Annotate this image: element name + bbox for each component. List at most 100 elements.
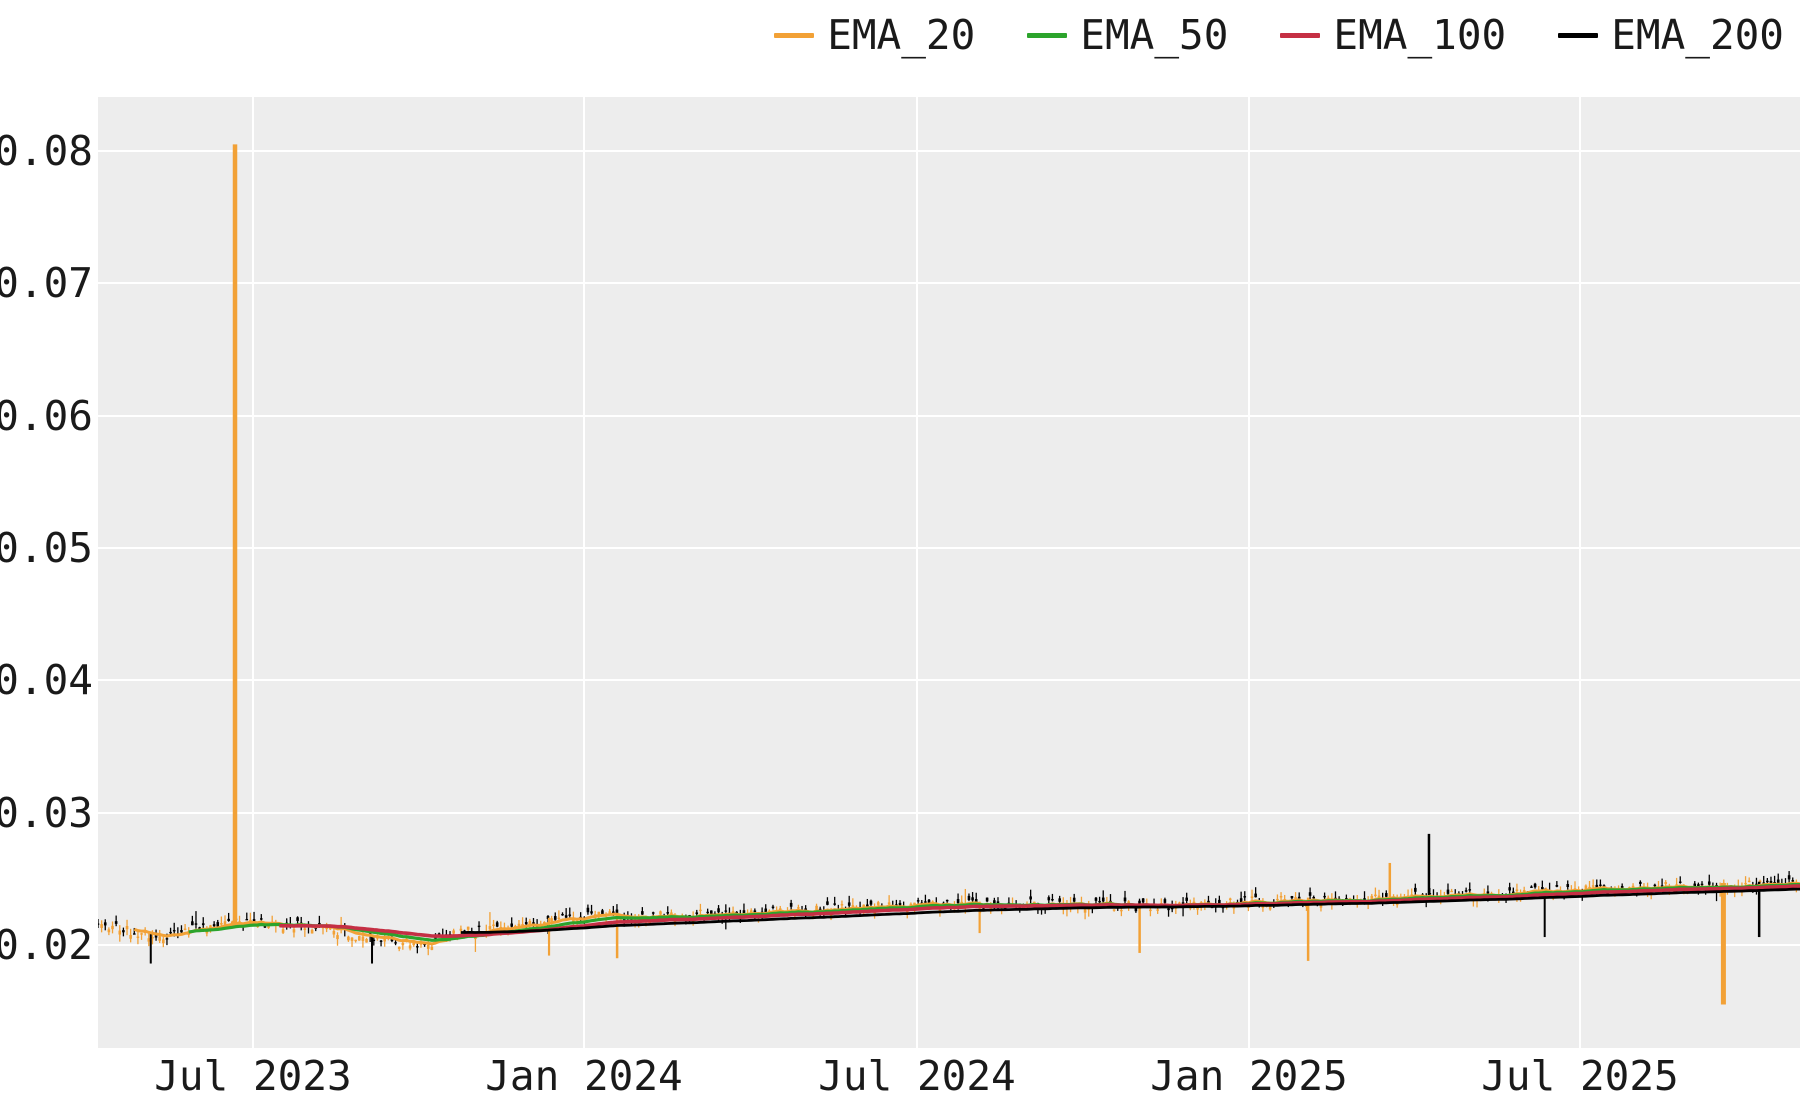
candle-body bbox=[1297, 896, 1301, 899]
candle-body bbox=[354, 939, 357, 942]
candle-body bbox=[1308, 892, 1312, 896]
candle-body bbox=[1178, 902, 1181, 904]
candle-body bbox=[1599, 884, 1602, 886]
plot-layer bbox=[98, 97, 1800, 1048]
candle-body bbox=[328, 927, 332, 930]
candle-body bbox=[100, 924, 103, 928]
candle-body bbox=[753, 910, 757, 914]
candle-body bbox=[1512, 891, 1515, 894]
candle-body bbox=[771, 906, 775, 908]
candle-body bbox=[1464, 890, 1468, 892]
candle-body bbox=[477, 925, 481, 928]
candle-body bbox=[125, 925, 129, 930]
x-tick-label: Jul 2025 bbox=[1481, 1052, 1678, 1100]
candle-body bbox=[528, 921, 532, 926]
candle-body bbox=[1762, 882, 1766, 884]
legend-item-ema-100: EMA_100 bbox=[1280, 11, 1506, 59]
candle-body bbox=[1678, 881, 1682, 883]
y-tick-label: 0.06 bbox=[0, 392, 93, 440]
candle-body bbox=[1377, 895, 1381, 899]
candle-body bbox=[1185, 897, 1188, 901]
candle-body bbox=[401, 942, 405, 946]
candle-body bbox=[201, 923, 205, 926]
candle-body bbox=[98, 923, 100, 925]
candle-body bbox=[212, 924, 216, 927]
candle-body bbox=[742, 910, 746, 914]
candle-body bbox=[564, 915, 568, 918]
candle-body bbox=[615, 909, 619, 915]
candle-body bbox=[659, 911, 662, 915]
candle-body bbox=[1664, 881, 1668, 884]
candle-body bbox=[996, 901, 1000, 904]
candle-body bbox=[1123, 897, 1127, 902]
candle-body bbox=[749, 910, 753, 914]
candle-body bbox=[383, 938, 386, 942]
candle-body bbox=[416, 946, 419, 948]
candle-body bbox=[379, 940, 383, 942]
candle-body bbox=[1791, 880, 1795, 882]
legend-label-ema-20: EMA_20 bbox=[827, 11, 976, 59]
candle-body bbox=[147, 938, 151, 942]
candle-body bbox=[325, 927, 328, 930]
candle-body bbox=[1584, 885, 1588, 890]
candle-body bbox=[1758, 880, 1762, 883]
candle-body bbox=[1653, 884, 1657, 887]
candle-body bbox=[495, 922, 499, 927]
candle-body bbox=[205, 930, 209, 934]
candle-body bbox=[223, 921, 227, 925]
legend-line-swatch-ema-50 bbox=[1027, 32, 1068, 38]
candle-body bbox=[296, 917, 299, 921]
candle-body bbox=[789, 902, 793, 907]
candle-body bbox=[194, 923, 198, 925]
candle-body bbox=[608, 911, 611, 913]
x-tick-label: Jan 2025 bbox=[1150, 1052, 1347, 1100]
candle-body bbox=[1595, 884, 1599, 888]
candle-body bbox=[1058, 898, 1061, 902]
candle-body bbox=[532, 922, 535, 924]
candle-body bbox=[183, 928, 187, 930]
legend-label-ema-100: EMA_100 bbox=[1333, 11, 1507, 59]
candle-body bbox=[492, 924, 495, 926]
candle-body bbox=[350, 937, 354, 941]
candle-body bbox=[815, 905, 818, 911]
y-tick-label: 0.05 bbox=[0, 524, 93, 572]
candle-body bbox=[1196, 906, 1199, 910]
candle-body bbox=[1268, 905, 1272, 910]
candle-body bbox=[1747, 880, 1751, 883]
candle-body bbox=[546, 915, 550, 919]
candle-body bbox=[887, 902, 891, 905]
candle-body bbox=[1290, 896, 1294, 899]
x-tick-label: Jan 2024 bbox=[485, 1052, 682, 1100]
candle-body bbox=[971, 897, 974, 901]
candle-body bbox=[1707, 881, 1711, 885]
candle-body bbox=[1207, 900, 1210, 904]
candle-body bbox=[216, 922, 220, 927]
candle-body bbox=[1533, 883, 1537, 888]
candle-body bbox=[191, 921, 194, 926]
candle-body bbox=[1239, 898, 1243, 903]
candle-body bbox=[154, 933, 158, 938]
candle-body bbox=[245, 918, 249, 921]
candle-body bbox=[1776, 879, 1780, 884]
candle-body bbox=[1243, 896, 1247, 898]
candle-body bbox=[430, 946, 434, 950]
y-tick-label: 0.03 bbox=[0, 789, 93, 837]
candle-body bbox=[303, 928, 307, 931]
candle-body bbox=[220, 922, 223, 925]
candle-body bbox=[1138, 900, 1141, 904]
candle-body bbox=[851, 905, 855, 907]
candle-body bbox=[927, 899, 931, 904]
candle-body bbox=[1555, 884, 1559, 887]
candle-body bbox=[833, 903, 836, 905]
candle-body bbox=[510, 923, 514, 927]
candle-body bbox=[521, 924, 524, 926]
candle-body bbox=[826, 901, 829, 905]
candle-body bbox=[1051, 898, 1054, 901]
candle-body bbox=[1541, 887, 1544, 890]
candle-body bbox=[1156, 909, 1159, 911]
candle-body bbox=[557, 917, 561, 919]
candle-body bbox=[590, 911, 593, 914]
candle-body bbox=[517, 923, 521, 928]
candle-body bbox=[840, 904, 844, 906]
